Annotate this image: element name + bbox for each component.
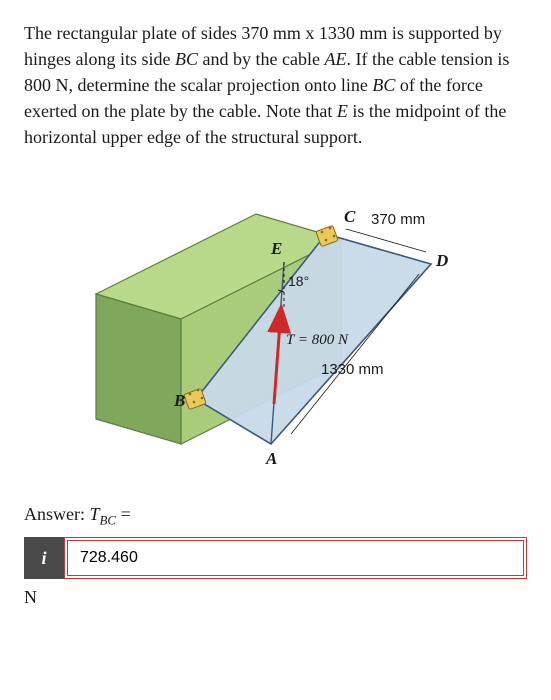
label-e: E [270,239,282,258]
answer-subscript: BC [100,513,117,528]
label-d: D [435,251,448,270]
label-length: 1330 mm [321,361,384,378]
label-a: A [265,449,277,468]
answer-prefix: Answer: [24,504,90,524]
var-3: E [337,101,348,121]
answer-input[interactable] [64,537,527,579]
answer-symbol: T [90,504,100,524]
answer-label: Answer: TBC = [24,504,527,529]
var-0: BC [175,49,198,69]
problem-statement: The rectangular plate of sides 370 mm x … [24,20,527,150]
var-2: BC [372,75,395,95]
problem-figure: C D B A E 18° T = 800 N 370 mm 1330 mm [86,174,466,474]
label-angle: 18° [288,273,309,289]
label-tension: T = 800 N [286,332,349,348]
problem-part-1: and by the cable [198,49,324,69]
info-button[interactable]: i [24,537,64,579]
answer-unit: N [24,587,527,608]
answer-equals: = [116,504,131,524]
figure-container: C D B A E 18° T = 800 N 370 mm 1330 mm [24,174,527,474]
var-1: AE [324,49,346,69]
label-b: B [173,391,185,410]
label-c: C [344,207,356,226]
label-width: 370 mm [371,211,425,228]
answer-input-row: i [24,537,527,579]
wall-front [96,294,181,444]
